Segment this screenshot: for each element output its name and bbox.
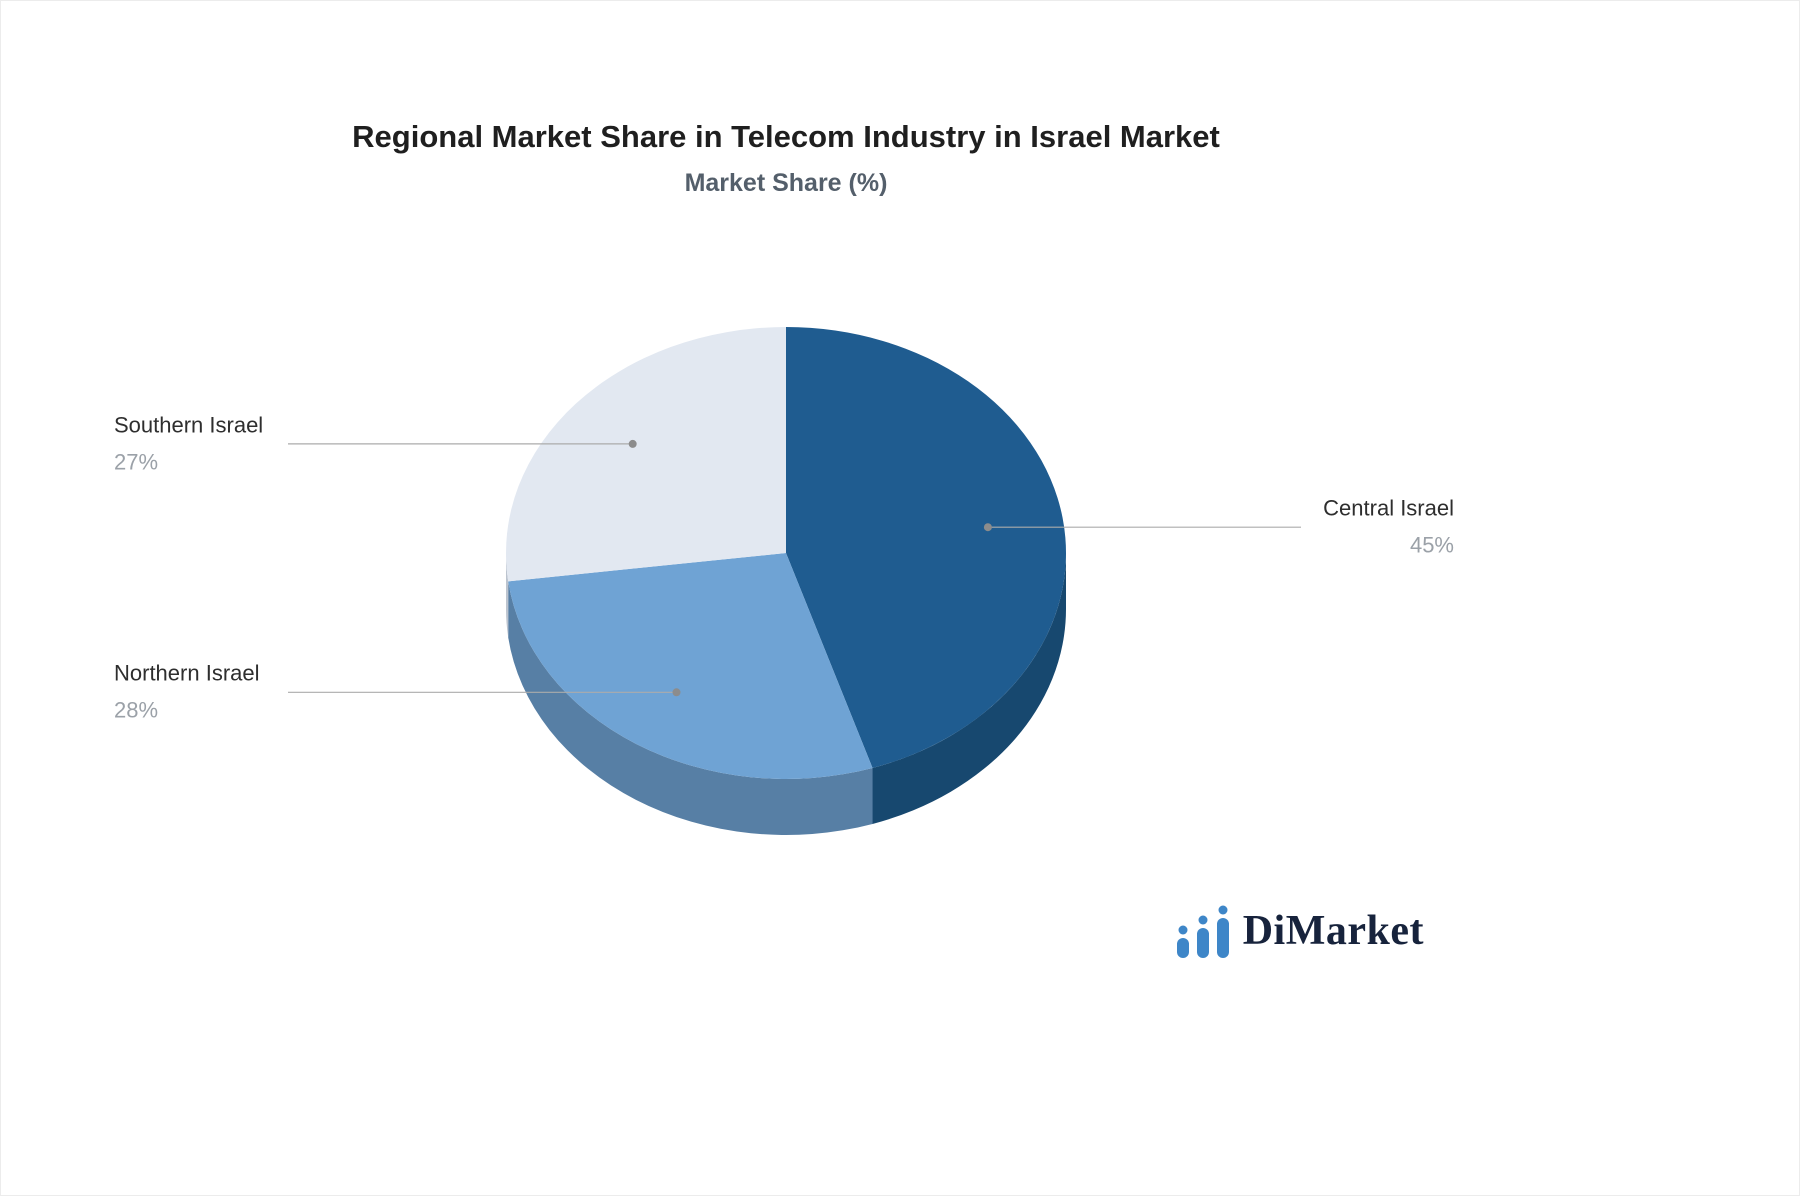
slice-percent: 28%: [114, 698, 159, 723]
brand-bars-icon: [1176, 905, 1229, 958]
slice-name: Southern Israel: [114, 412, 264, 438]
label-dot-northern-israel: [672, 688, 681, 697]
slice-percent: 27%: [114, 450, 159, 475]
label-central-israel: Central Israel 45%: [1323, 490, 1454, 565]
pie-slice-side-central-israel: [872, 553, 1066, 824]
chart-subtitle: Market Share (%): [684, 169, 888, 197]
label-northern-israel: Northern Israel 28%: [114, 655, 260, 730]
slice-name: Northern Israel: [114, 660, 260, 686]
pie-slice-central-israel: [786, 327, 1066, 768]
pie-slice-northern-israel: [508, 553, 873, 779]
label-dot-central-israel: [983, 523, 992, 532]
brand-name: DiMarket: [1242, 908, 1424, 954]
brand-logo: DiMarket: [1176, 904, 1424, 958]
label-southern-israel: Southern Israel 27%: [114, 407, 263, 482]
label-dot-southern-israel: [628, 439, 637, 448]
slice-percent: 45%: [1409, 533, 1454, 558]
chart-title: Regional Market Share in Telecom Industr…: [352, 119, 1220, 154]
slice-name: Central Israel: [1323, 495, 1454, 521]
pie-slice-southern-israel: [506, 327, 786, 582]
pie-slice-side-northern-israel: [508, 581, 873, 835]
pie-slice-side-southern-israel: [506, 553, 509, 638]
